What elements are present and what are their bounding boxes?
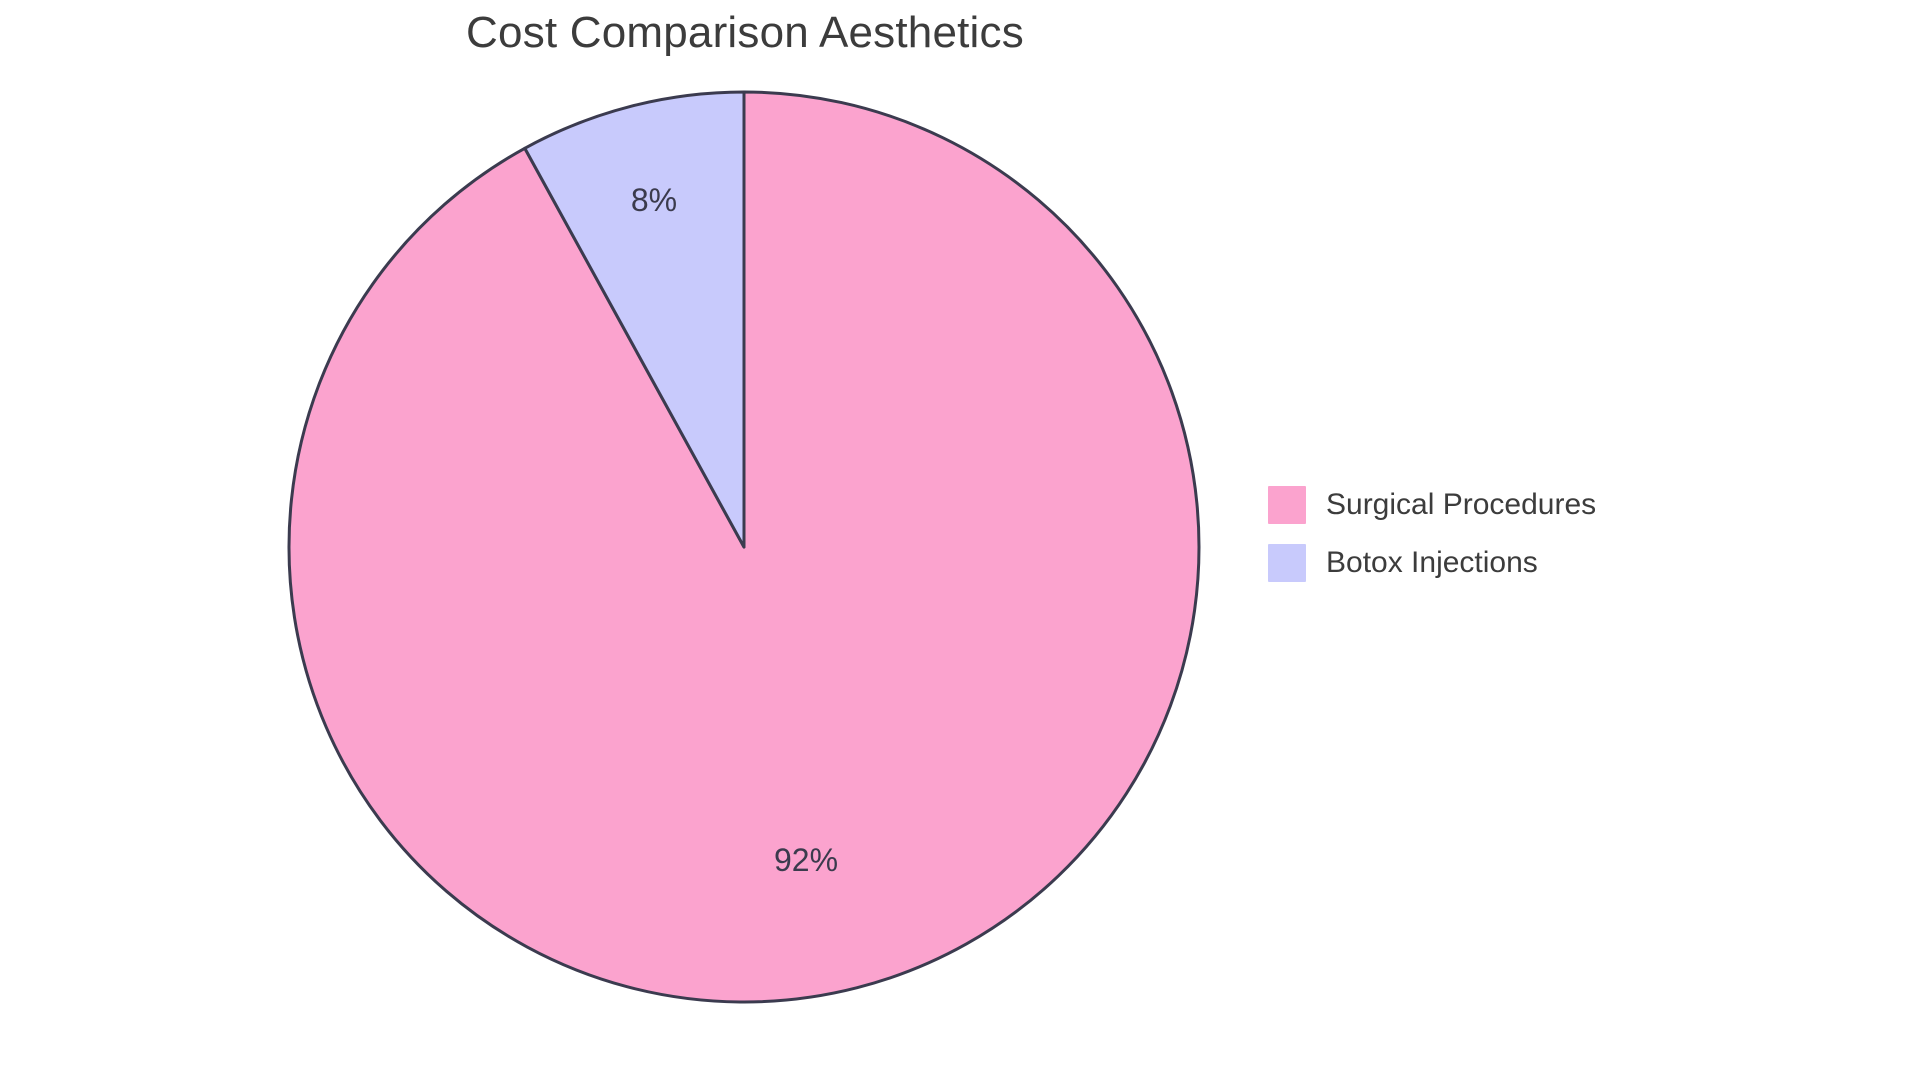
pie-slice-label-surgical-procedures: 92% — [774, 842, 838, 878]
chart-legend: Surgical Procedures Botox Injections — [1268, 486, 1596, 582]
chart-title: Cost Comparison Aesthetics — [466, 8, 1024, 57]
pie-slice-labels-group: 92% 8% — [631, 182, 838, 878]
pie-slices-group — [287, 90, 1201, 1004]
pie-chart-plot-area: 92% 8% — [287, 90, 1201, 1004]
pie-slice-label-botox-injections: 8% — [631, 182, 677, 218]
pie-slice-botox-injections[interactable] — [523, 90, 746, 549]
legend-item-botox-injections[interactable]: Botox Injections — [1268, 544, 1596, 582]
pie-chart-svg: 92% 8% — [287, 90, 1201, 1004]
legend-label-botox-injections: Botox Injections — [1326, 546, 1538, 579]
legend-label-surgical-procedures: Surgical Procedures — [1326, 488, 1597, 521]
legend-item-surgical-procedures[interactable]: Surgical Procedures — [1268, 486, 1596, 524]
legend-swatch-botox-injections — [1268, 544, 1306, 582]
legend-swatch-surgical-procedures — [1268, 486, 1306, 524]
